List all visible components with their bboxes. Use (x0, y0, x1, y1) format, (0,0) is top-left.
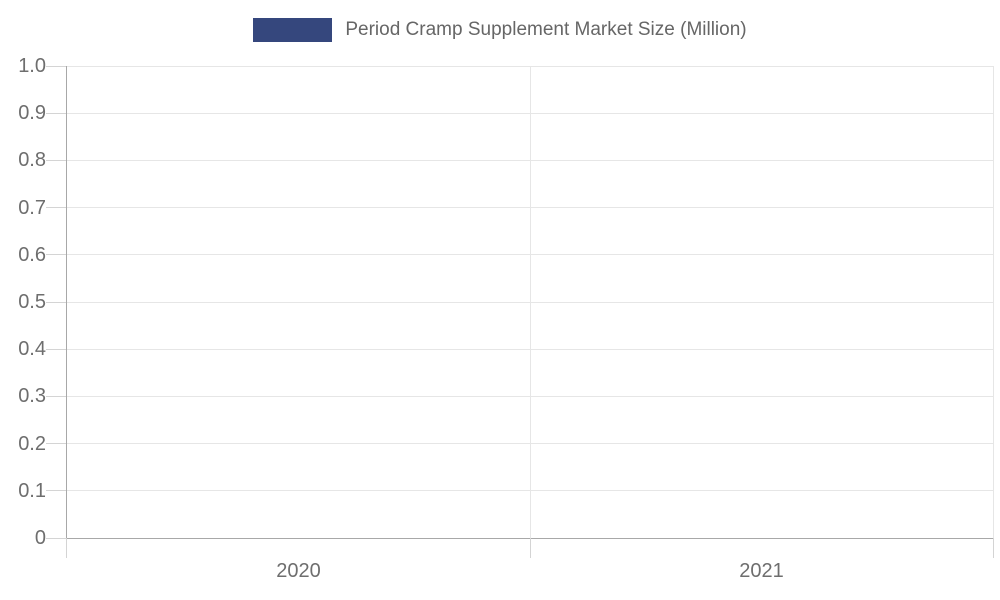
y-axis-label: 0.4 (18, 338, 46, 361)
x-axis-label: 2021 (739, 560, 784, 582)
legend: Period Cramp Supplement Market Size (Mil… (0, 18, 1000, 42)
y-axis-tick (46, 395, 66, 397)
y-axis-tick (46, 65, 66, 67)
legend-label: Period Cramp Supplement Market Size (Mil… (345, 19, 747, 40)
x-gridline (992, 66, 994, 538)
legend-swatch-icon (253, 18, 333, 42)
y-axis-label: 0.2 (18, 432, 46, 455)
y-axis-label: 0.9 (18, 102, 46, 125)
plot-area (66, 65, 994, 539)
y-axis-label: 0.1 (18, 479, 46, 502)
y-axis-label: 0.7 (18, 196, 46, 219)
y-axis-tick (46, 112, 66, 114)
x-axis-label: 2020 (276, 560, 321, 582)
y-axis-tick (46, 348, 66, 350)
y-axis-tick (46, 159, 66, 161)
y-axis-tick (46, 490, 66, 492)
y-axis-label: 0 (34, 527, 46, 549)
y-axis-tick (46, 537, 66, 539)
x-axis-tick (529, 538, 531, 558)
y-axis-tick (46, 301, 66, 303)
x-axis-tick (992, 538, 994, 558)
y-axis-label: 0.8 (18, 149, 46, 172)
y-axis-label: 0.5 (18, 291, 46, 313)
y-axis-label: 0.3 (18, 385, 46, 408)
y-axis-label: 1.0 (18, 55, 46, 77)
x-gridline (529, 66, 531, 538)
x-axis-tick (66, 538, 67, 558)
legend-item[interactable]: Period Cramp Supplement Market Size (Mil… (253, 18, 747, 42)
y-axis-tick (46, 443, 66, 445)
y-axis-tick (46, 254, 66, 256)
y-axis-label: 0.6 (18, 243, 46, 266)
y-axis-tick (46, 207, 66, 209)
